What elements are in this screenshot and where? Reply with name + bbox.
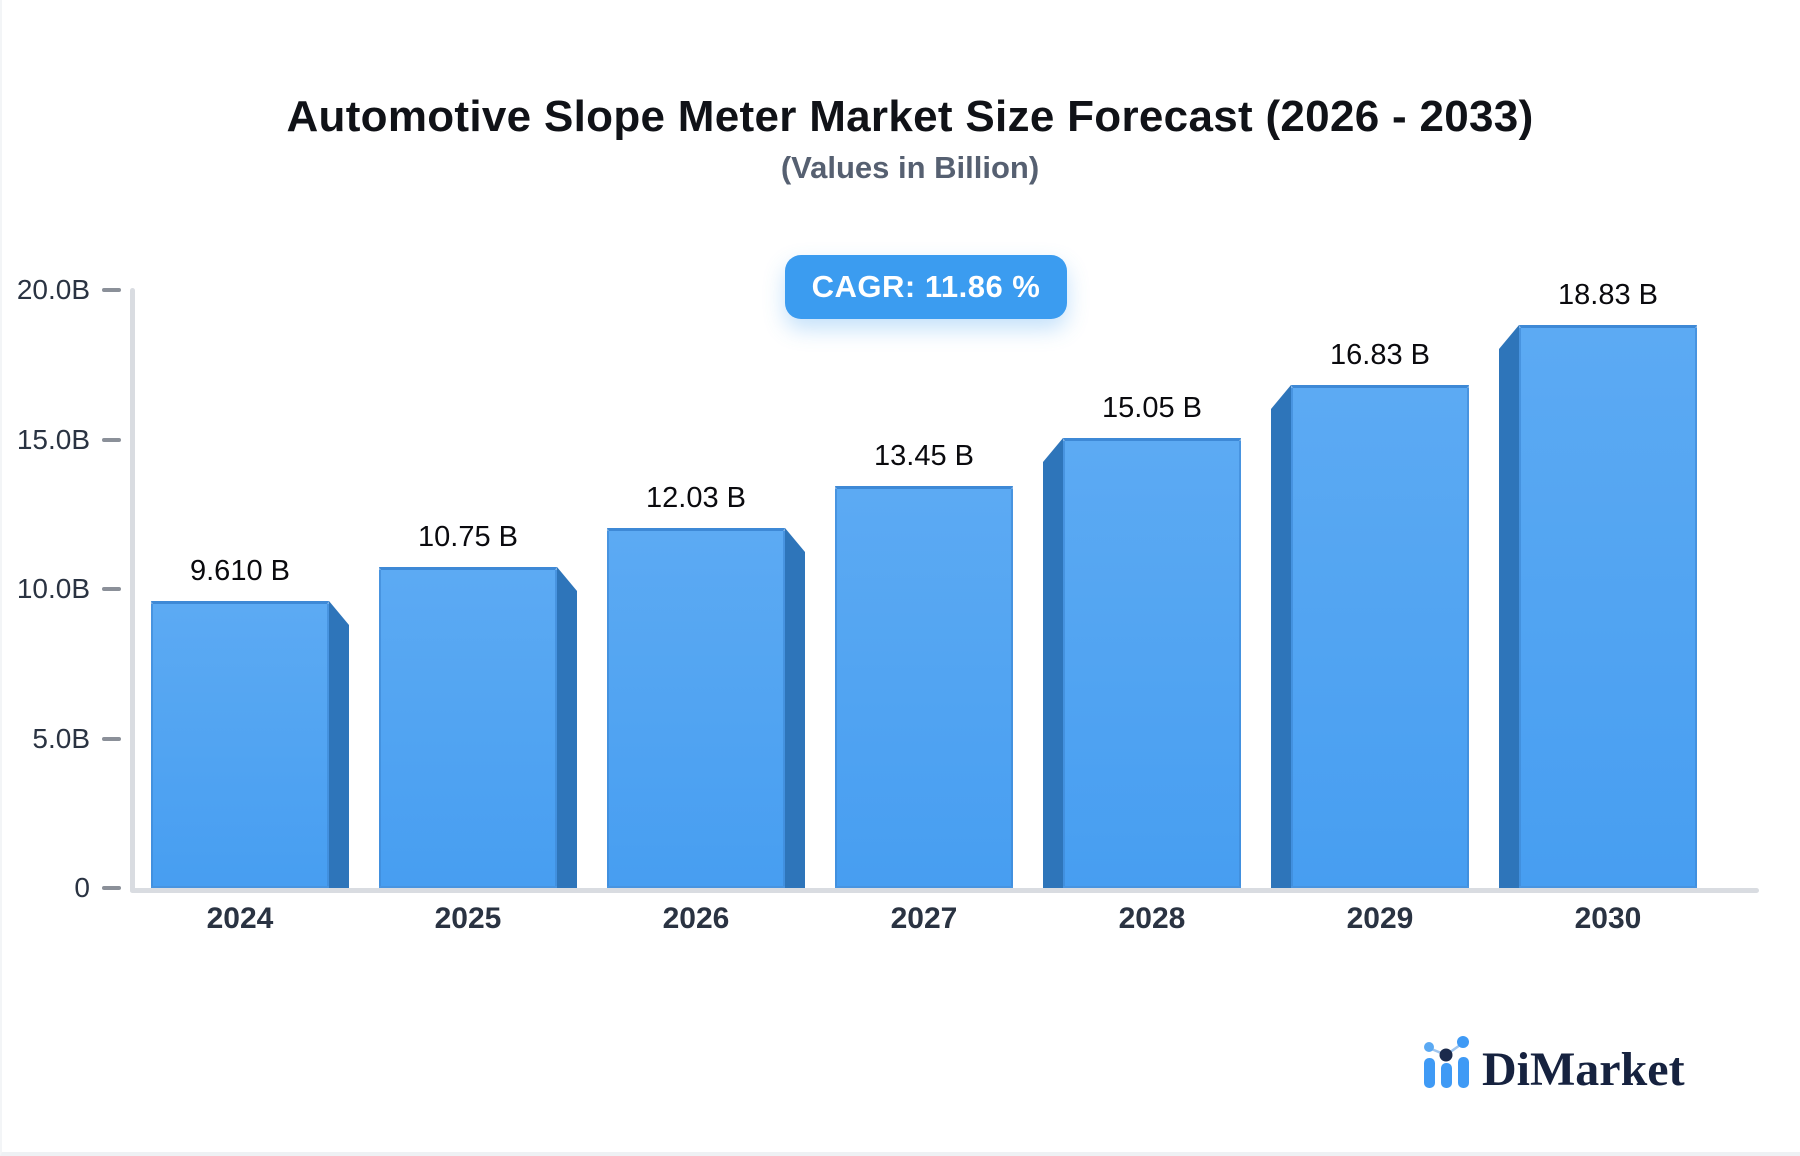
y-axis-tick [102,288,121,292]
bar-value-label: 9.610 B [190,555,290,587]
x-axis-label: 2026 [662,902,730,935]
bar [1063,438,1241,888]
x-axis-label: 2028 [1118,902,1186,935]
bar [1291,385,1469,888]
bar [379,567,557,888]
bar-value-label: 10.75 B [418,521,518,553]
bar-value-label: 13.45 B [874,440,974,472]
bar [607,528,785,888]
bar [151,601,329,888]
x-axis-label: 2025 [434,902,502,935]
y-axis-label: 10.0B [16,573,90,604]
cagr-badge: CAGR: 11.86 % [785,255,1067,319]
x-axis-label: 2030 [1574,902,1642,935]
bar-side-face [1043,438,1063,888]
bar-side-face [1499,325,1519,888]
bar-value-label: 16.83 B [1330,339,1430,371]
y-axis-tick [102,886,121,890]
y-axis-label: 20.0B [16,274,90,305]
x-axis-label: 2024 [206,902,274,935]
bar-side-face [1271,385,1291,888]
y-axis-label: 5.0B [32,722,90,754]
bar-side-face [557,567,577,888]
bar-value-label: 12.03 B [646,482,746,514]
bar-chart-with-dots-icon [1422,1030,1470,1095]
dimarket-logo: DiMarket [1422,1030,1685,1095]
y-axis-tick [102,437,121,442]
bar [835,486,1013,888]
y-axis-label: 0 [74,872,90,903]
x-axis-line [130,888,1759,893]
y-axis-label: 15.0B [16,423,90,455]
bar-value-label: 18.83 B [1558,279,1658,311]
x-axis-label: 2027 [890,902,958,935]
bar-value-label: 15.05 B [1102,392,1202,424]
bar-side-face [785,528,805,888]
x-axis-label: 2029 [1346,902,1414,935]
y-axis-tick [102,587,121,591]
chart-subtitle: (Values in Billion) [780,150,1040,185]
bar [1519,325,1697,888]
y-axis-line [130,288,135,893]
logo-text: DiMarket [1482,1042,1685,1096]
chart-title: Automotive Slope Meter Market Size Forec… [286,92,1534,141]
y-axis-tick [102,736,121,741]
bar-side-face [329,601,349,888]
